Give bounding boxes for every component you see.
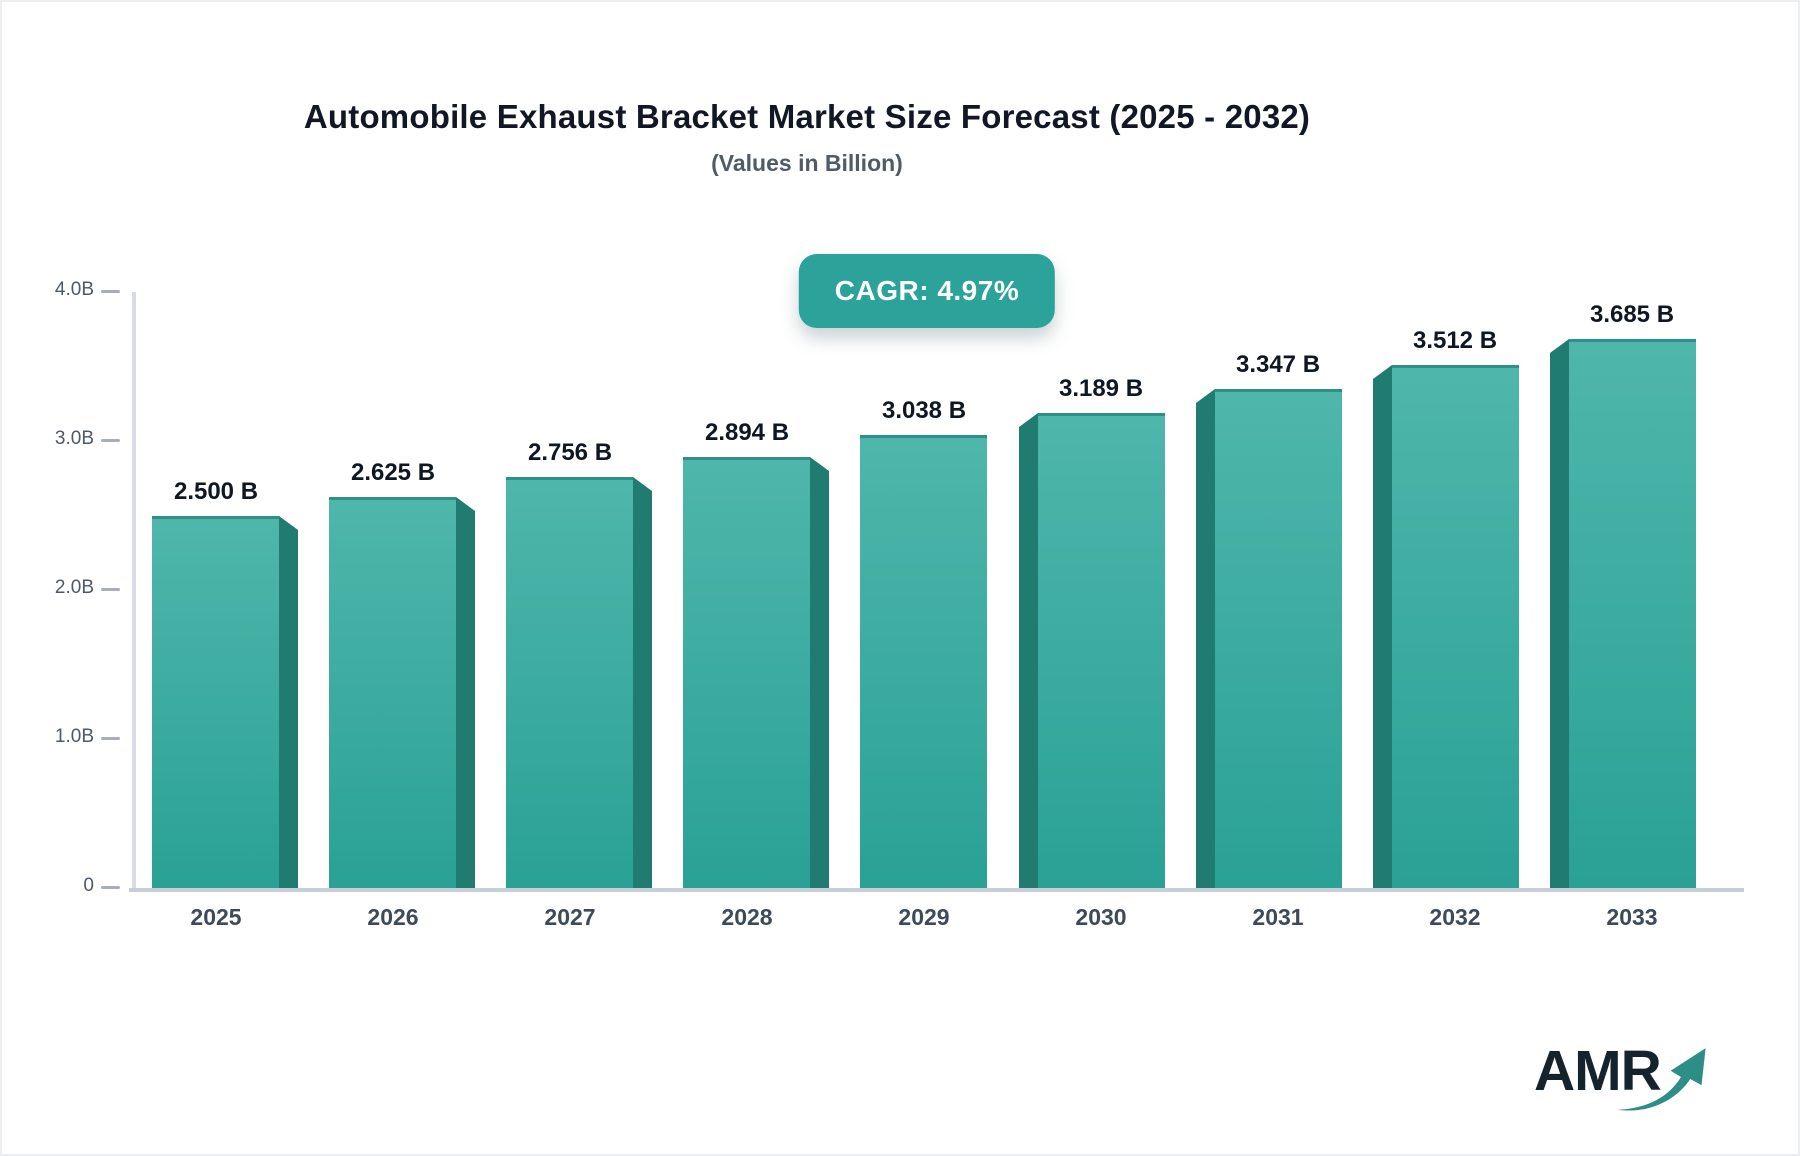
bar-side-panel	[1019, 413, 1038, 888]
y-axis-line	[132, 292, 136, 891]
bar-side-panel	[1373, 365, 1392, 888]
value-label: 2.625 B	[350, 459, 436, 486]
bar-side-panel	[633, 477, 652, 888]
amr-logo-text: AMR	[1534, 1039, 1662, 1103]
bar-side-panel	[456, 497, 475, 888]
bar-2032	[1392, 365, 1519, 888]
amr-logo: AMR	[1534, 1032, 1744, 1127]
chart-subtitle: (Values in Billion)	[711, 150, 903, 176]
y-tick-dash	[101, 737, 120, 740]
bar-2033	[1569, 339, 1696, 888]
value-label: 2.500 B	[173, 478, 259, 505]
year-label: 2026	[367, 904, 419, 930]
value-label: 3.189 B	[1058, 375, 1144, 402]
y-tick-label: 3.0B	[54, 428, 94, 449]
bar-2028	[683, 457, 810, 888]
year-label: 2031	[1252, 904, 1304, 930]
y-tick-label: 2.0B	[54, 577, 94, 598]
bar-side-panel	[810, 457, 829, 888]
y-tick-dash	[101, 439, 120, 442]
y-tick-dash	[101, 290, 120, 293]
year-label: 2030	[1075, 904, 1127, 930]
bar-side-panel	[279, 516, 298, 888]
year-label: 2032	[1429, 904, 1481, 930]
year-label: 2027	[544, 904, 596, 930]
bar-side-panel	[1196, 389, 1215, 888]
year-label: 2025	[190, 904, 242, 930]
bar-2025	[152, 516, 279, 888]
y-tick-label: 1.0B	[54, 726, 94, 747]
bar-2026	[329, 497, 456, 888]
bar-2027	[506, 477, 633, 888]
chart-title: Automobile Exhaust Bracket Market Size F…	[303, 98, 1311, 135]
bar-2031	[1215, 389, 1342, 888]
value-label: 2.894 B	[704, 419, 790, 446]
x-axis-line	[129, 888, 1744, 892]
y-tick-label: 4.0B	[54, 279, 94, 300]
bar-2029	[860, 435, 987, 888]
value-label: 3.512 B	[1412, 327, 1498, 354]
value-label: 3.347 B	[1235, 351, 1321, 378]
growth-arrow-icon	[1617, 1048, 1706, 1111]
bar-side-panel	[1550, 339, 1569, 888]
bar-2030	[1038, 413, 1165, 888]
y-tick-label: 0	[83, 875, 94, 896]
year-label: 2033	[1606, 904, 1658, 930]
value-label: 3.038 B	[881, 397, 967, 424]
value-label: 2.756 B	[527, 439, 613, 466]
y-tick-dash	[101, 588, 120, 591]
cagr-badge: CAGR: 4.97%	[798, 254, 1056, 328]
year-label: 2028	[721, 904, 773, 930]
value-label: 3.685 B	[1589, 301, 1675, 328]
y-tick-dash	[101, 886, 120, 889]
year-label: 2029	[898, 904, 950, 930]
